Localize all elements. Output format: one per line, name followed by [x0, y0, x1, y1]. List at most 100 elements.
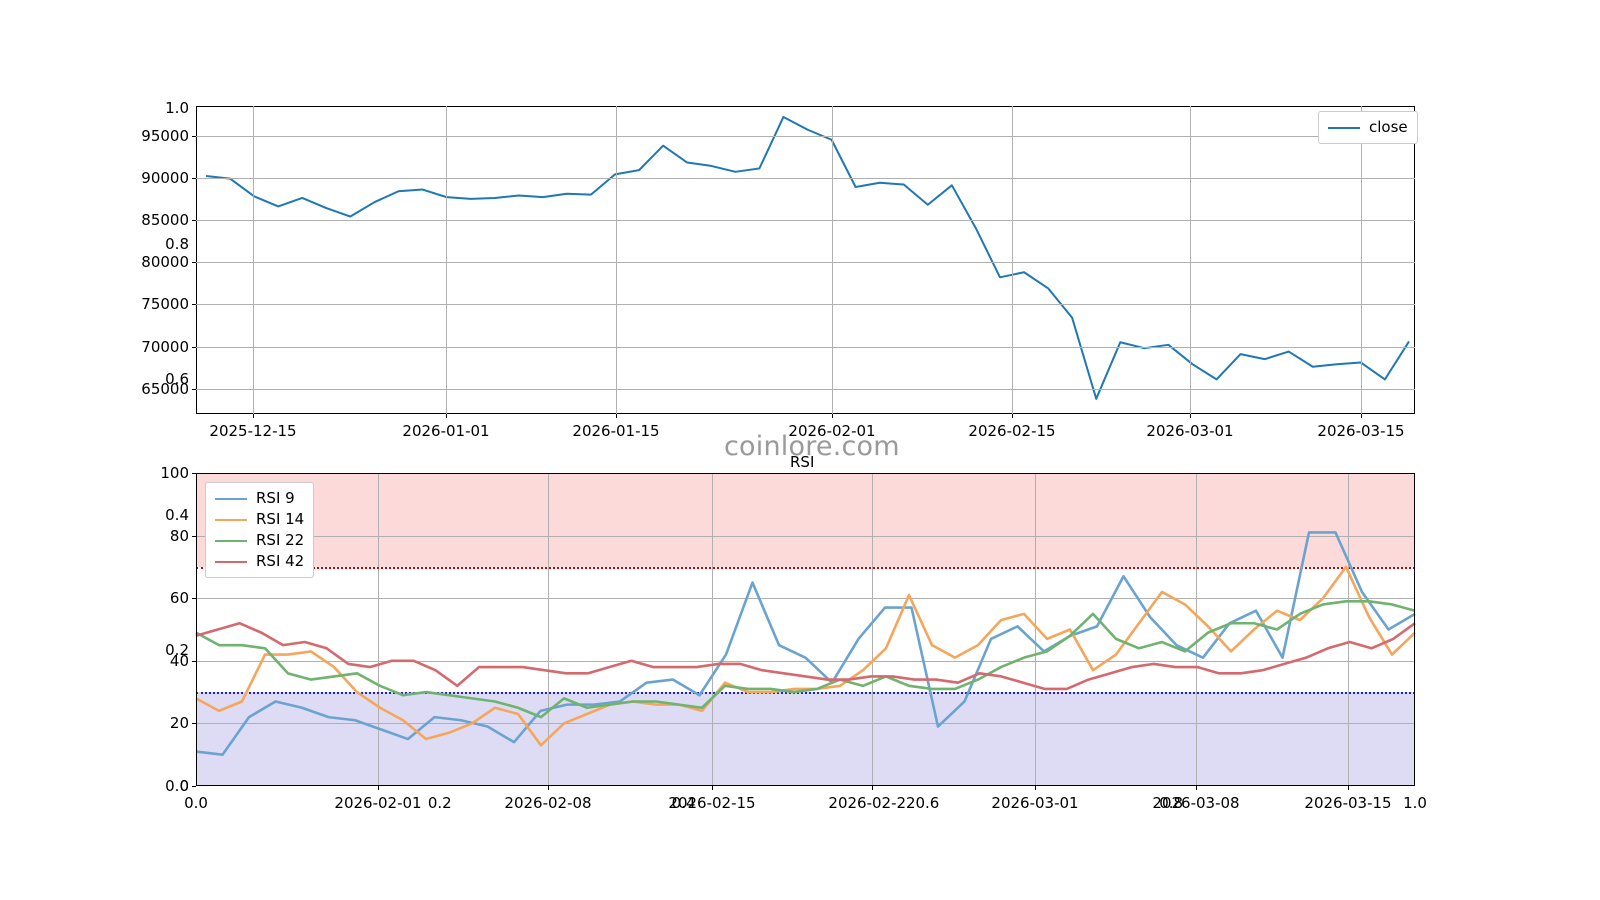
legend-item[interactable]: RSI 14: [215, 509, 304, 530]
gridline-vertical: [872, 473, 873, 786]
rsi-y-tick-label: 80: [169, 526, 189, 545]
price-x-tick-label: 2026-01-15: [572, 422, 660, 440]
tick-mark: [192, 535, 196, 537]
legend-item[interactable]: RSI 9: [215, 488, 304, 509]
legend-item[interactable]: RSI 22: [215, 530, 304, 551]
legend-item-label: RSI 22: [256, 531, 305, 549]
gridline-horizontal: [196, 135, 1415, 137]
gridline-horizontal: [196, 388, 1415, 390]
overlay-x-tick-label: 0.2: [427, 794, 452, 812]
tick-mark: [192, 786, 196, 787]
tick-mark: [192, 135, 196, 137]
price-y-tick-label: 65000: [141, 379, 189, 398]
gridline-vertical: [446, 106, 447, 414]
gridline-vertical: [1361, 106, 1362, 414]
rsi-y-tick-label: 40: [169, 651, 189, 670]
tick-mark: [192, 177, 196, 179]
rsi-y-tick-label: 20: [169, 714, 189, 733]
tick-mark: [616, 414, 617, 418]
gridline-horizontal: [196, 177, 1415, 179]
price-legend[interactable]: close: [1318, 111, 1418, 144]
rsi-panel-title: RSI: [790, 453, 815, 471]
gridline-horizontal: [196, 535, 1415, 537]
legend-item[interactable]: RSI 42: [215, 551, 304, 572]
tick-mark: [192, 598, 196, 600]
tick-mark: [378, 786, 379, 790]
tick-mark: [192, 473, 196, 474]
tick-mark: [1196, 786, 1197, 790]
gridline-vertical: [1190, 106, 1191, 414]
gridline-vertical: [832, 106, 833, 414]
overlay-x-tick-label: 0.0: [184, 794, 208, 812]
tick-mark: [253, 414, 254, 418]
price-x-tick-label: 2026-01-01: [402, 422, 490, 440]
rsi-line-series: [195, 531, 1416, 757]
legend-item-label: RSI 42: [256, 552, 305, 570]
rsi-y-tick-label: 60: [169, 589, 189, 608]
tick-mark: [192, 723, 196, 725]
threshold-band: [196, 692, 1415, 786]
rsi-legend[interactable]: RSI 9 RSI 14 RSI 22 RSI 42: [205, 482, 315, 578]
overlay-y-tick-label: 0.8: [165, 234, 189, 253]
gridline-horizontal: [196, 723, 1415, 725]
price-y-tick-label: 90000: [141, 168, 189, 187]
price-y-tick-label: 95000: [141, 126, 189, 145]
overlay-y-tick-label: 0.4: [165, 505, 189, 524]
tick-mark: [1348, 786, 1349, 790]
tick-mark: [1035, 786, 1036, 790]
overlay-y-tick-label: 1.0: [165, 99, 189, 117]
gridline-vertical: [1012, 106, 1013, 414]
price-y-tick-label: 70000: [141, 337, 189, 356]
price-line-series: [205, 115, 1410, 400]
tick-mark: [192, 346, 196, 348]
rsi-y-tick-label: 100: [160, 464, 189, 482]
rsi-x-tick-label: 2026-02-22: [828, 794, 916, 812]
gridline-horizontal: [196, 304, 1415, 306]
tick-mark: [192, 219, 196, 221]
threshold-line: [196, 566, 1415, 569]
rsi-line-rsi-42: [195, 621, 1416, 691]
rsi-line-rsi-22: [195, 600, 1416, 719]
legend-color-swatch: [215, 518, 247, 521]
tick-mark: [446, 414, 447, 418]
close-price-line: [205, 115, 1410, 400]
rsi-x-tick-label: 2026-02-15: [668, 794, 756, 812]
rsi-x-tick-label: 2026-03-01: [991, 794, 1079, 812]
rsi-x-tick-label: 2026-03-08: [1152, 794, 1240, 812]
gridline-horizontal: [196, 262, 1415, 264]
rsi-x-tick-label: 2026-02-08: [504, 794, 592, 812]
legend-item[interactable]: close: [1328, 117, 1408, 138]
tick-mark: [192, 304, 196, 306]
rsi-x-tick-label: 2026-02-01: [334, 794, 422, 812]
threshold-band: [196, 473, 1415, 567]
overlay-x-tick-label: 0.4: [671, 794, 696, 812]
legend-color-swatch: [215, 497, 247, 500]
price-chart-panel: [196, 106, 1415, 414]
price-y-tick-label: 75000: [141, 295, 189, 314]
tick-mark: [712, 786, 713, 790]
price-x-tick-label: 2026-02-15: [968, 422, 1056, 440]
tick-mark: [1190, 414, 1191, 418]
tick-mark: [192, 660, 196, 662]
legend-color-swatch: [215, 560, 247, 563]
overlay-y-tick-label: 0.0: [165, 777, 189, 795]
legend-color-swatch: [1328, 126, 1360, 129]
price-y-tick-label: 85000: [141, 210, 189, 229]
watermark: coinlore.com: [724, 431, 900, 462]
gridline-vertical: [378, 473, 379, 786]
rsi-chart-panel: [195, 473, 1416, 786]
gridline-horizontal: [196, 219, 1415, 221]
tick-mark: [872, 786, 873, 790]
price-x-tick-label: 2025-12-15: [209, 422, 297, 440]
gridline-vertical: [1348, 473, 1349, 786]
tick-mark: [548, 786, 549, 790]
overlay-y-tick-label: 0.2: [165, 641, 189, 660]
gridline-vertical: [253, 106, 254, 414]
rsi-y-tick-label: 0: [179, 777, 189, 795]
rsi-line-rsi-14: [195, 565, 1416, 747]
tick-mark: [832, 414, 833, 418]
overlay-y-tick-label: 0.6: [165, 370, 189, 389]
legend-item-label: RSI 14: [256, 510, 305, 528]
tick-mark: [1361, 414, 1362, 418]
